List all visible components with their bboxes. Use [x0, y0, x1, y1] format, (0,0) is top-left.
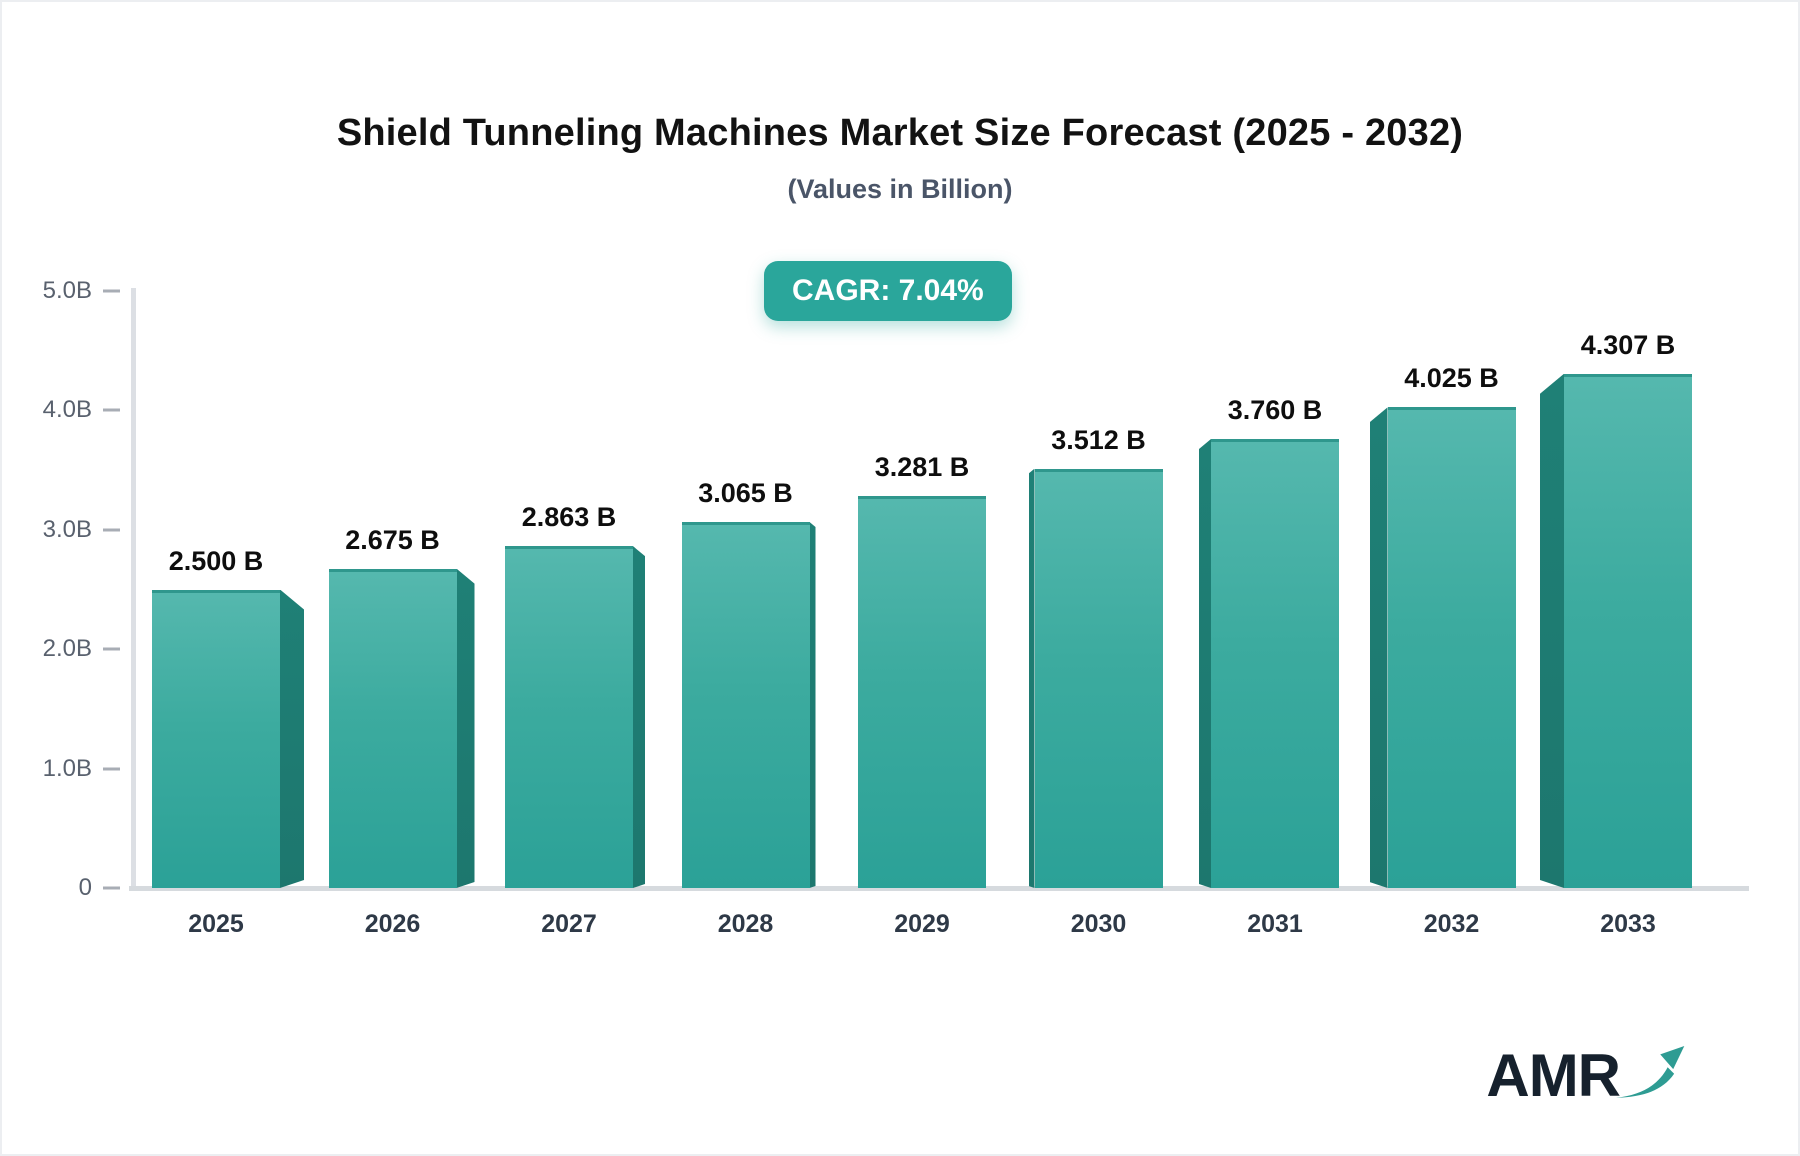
y-axis-tick-mark: [103, 408, 120, 412]
bar-value-label: 2.500 B: [168, 545, 264, 576]
bar-value-label: 4.025 B: [1404, 363, 1499, 394]
bar-2029: [858, 496, 986, 888]
bar-2030: [1034, 468, 1163, 888]
y-axis-tick-label: 2.0B: [42, 635, 92, 663]
bar-side-face: [810, 522, 816, 888]
x-axis-category-label: 2031: [1247, 910, 1303, 938]
x-axis-category-label: 2033: [1600, 910, 1656, 938]
brand-logo: AMR: [1486, 1038, 1688, 1106]
bar-2031: [1211, 439, 1339, 888]
bar-side-face: [1199, 439, 1211, 888]
bar-2026: [328, 568, 457, 888]
bar-2032: [1387, 407, 1516, 888]
bar-side-face: [1029, 469, 1035, 888]
y-axis-tick-mark: [103, 886, 120, 890]
bar-side-face: [457, 569, 475, 888]
x-axis-category-label: 2030: [1070, 910, 1127, 938]
y-axis-tick-mark: [103, 767, 120, 771]
bar-value-label: 2.675 B: [345, 524, 440, 555]
y-axis-tick-label: 1.0B: [42, 754, 92, 782]
bar-2033: [1564, 373, 1692, 888]
bar-value-label: 3.760 B: [1227, 395, 1323, 426]
y-axis-tick-mark: [103, 289, 120, 293]
x-axis-line: [129, 886, 1749, 891]
y-axis-tick-label: 5.0B: [42, 277, 92, 304]
bar-2028: [681, 522, 810, 888]
chart-title: Shield Tunneling Machines Market Size Fo…: [336, 112, 1464, 154]
bar-side-face: [1540, 374, 1564, 888]
y-axis-tick-label: 4.0B: [42, 396, 92, 424]
x-axis-category-label: 2028: [717, 910, 774, 938]
bar-side-face: [1370, 407, 1388, 888]
brand-logo-text: AMR: [1486, 1042, 1621, 1109]
cagr-badge: CAGR: 7.04%: [764, 261, 1012, 321]
chart-subtitle: (Values in Billion): [787, 174, 1013, 204]
x-axis-category-label: 2032: [1423, 910, 1480, 938]
y-axis-line: [131, 288, 136, 890]
bar-side-face: [633, 546, 645, 888]
x-axis-category-label: 2027: [541, 910, 597, 938]
y-axis-tick-mark: [103, 528, 120, 532]
y-axis-tick-label: 0: [78, 874, 92, 901]
x-axis-category-label: 2026: [364, 910, 421, 938]
y-axis-tick-mark: [103, 647, 120, 651]
x-axis-category-label: 2029: [894, 910, 950, 938]
bar-value-label: 4.307 B: [1580, 329, 1676, 360]
bar-value-label: 2.863 B: [521, 502, 617, 533]
bar-value-label: 3.065 B: [698, 478, 793, 509]
y-axis-tick-label: 3.0B: [42, 515, 92, 543]
bar-value-label: 3.281 B: [874, 452, 970, 483]
trend-up-arrow-icon: [1615, 1046, 1685, 1098]
bar-value-label: 3.512 B: [1051, 424, 1146, 455]
bar-2027: [505, 546, 633, 888]
bar-side-face: [280, 590, 304, 889]
x-axis-category-label: 2025: [188, 910, 244, 938]
bar-2025: [152, 589, 280, 888]
